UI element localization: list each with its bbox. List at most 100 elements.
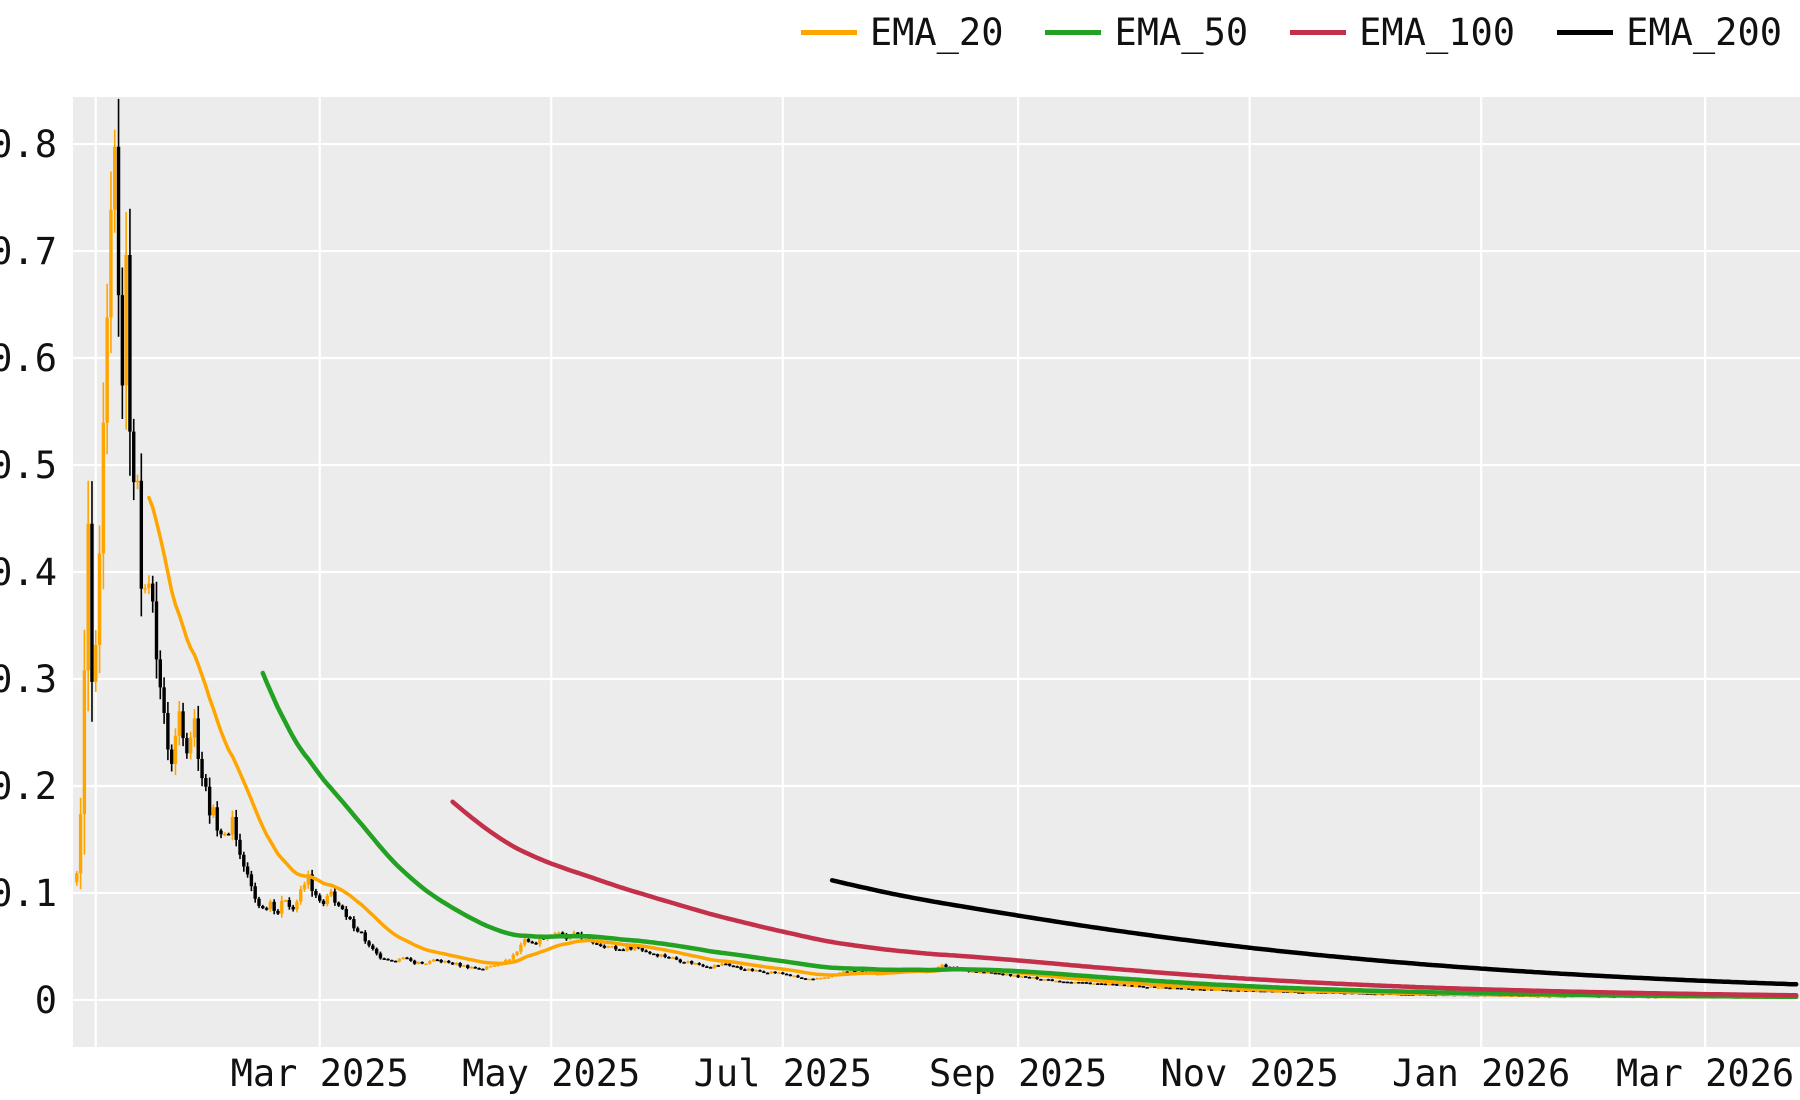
candle bbox=[796, 975, 800, 978]
candle bbox=[439, 959, 443, 963]
ema-line-ema_50 bbox=[260, 670, 1799, 1000]
candle bbox=[291, 906, 295, 910]
candle bbox=[181, 711, 185, 739]
candle bbox=[1221, 989, 1225, 991]
candle bbox=[522, 939, 527, 945]
candle bbox=[997, 972, 1001, 975]
candle bbox=[1141, 986, 1146, 988]
candle bbox=[1187, 988, 1191, 990]
candle bbox=[1244, 990, 1248, 992]
candle bbox=[204, 778, 208, 787]
candle bbox=[257, 898, 261, 907]
candle bbox=[447, 960, 451, 963]
candle bbox=[1198, 988, 1202, 991]
candle bbox=[458, 963, 462, 967]
candle bbox=[1179, 988, 1184, 990]
legend-item-ema_100: EMA_100 bbox=[1290, 14, 1515, 51]
y-tick-label: 0.6 bbox=[0, 337, 57, 380]
candle bbox=[1232, 990, 1237, 992]
candle bbox=[352, 919, 356, 929]
candle bbox=[310, 874, 314, 892]
candle bbox=[101, 422, 106, 554]
candle bbox=[1168, 987, 1172, 990]
candle bbox=[1122, 984, 1127, 987]
candle bbox=[1008, 973, 1013, 976]
candle bbox=[139, 480, 144, 589]
candle bbox=[743, 969, 747, 971]
candle bbox=[1031, 977, 1035, 979]
candle bbox=[1213, 989, 1218, 991]
candle bbox=[663, 954, 667, 957]
candle bbox=[1042, 979, 1047, 981]
candle bbox=[348, 916, 352, 920]
candle bbox=[428, 961, 432, 964]
candle bbox=[1206, 989, 1210, 991]
candle bbox=[412, 960, 417, 964]
candle bbox=[1092, 983, 1096, 985]
candle bbox=[82, 670, 87, 815]
candle bbox=[944, 964, 948, 967]
candle bbox=[158, 659, 162, 688]
candle bbox=[336, 902, 341, 906]
candle bbox=[1137, 985, 1142, 988]
candle bbox=[595, 943, 599, 945]
candle bbox=[659, 954, 664, 957]
candle bbox=[667, 956, 671, 959]
candle bbox=[321, 900, 326, 905]
candle bbox=[154, 601, 159, 660]
candle bbox=[196, 718, 200, 759]
candle bbox=[469, 966, 474, 969]
candle bbox=[1016, 975, 1020, 978]
candle bbox=[287, 900, 292, 907]
candle bbox=[1304, 992, 1309, 994]
candle bbox=[207, 786, 212, 816]
candle bbox=[94, 644, 98, 682]
candle bbox=[614, 946, 618, 950]
candle bbox=[1058, 980, 1062, 983]
candle bbox=[1130, 985, 1134, 987]
x-tick-label: Sep 2025 bbox=[929, 1052, 1107, 1095]
candle bbox=[276, 910, 280, 914]
candle bbox=[519, 944, 523, 952]
candle bbox=[1099, 983, 1104, 985]
candle bbox=[716, 965, 720, 967]
legend-label: EMA_100 bbox=[1359, 10, 1516, 54]
candle bbox=[1183, 988, 1187, 990]
candle bbox=[1069, 982, 1073, 984]
candle bbox=[1145, 987, 1149, 989]
candle bbox=[75, 873, 79, 883]
candle bbox=[242, 854, 246, 867]
candle bbox=[280, 900, 284, 914]
candle bbox=[731, 965, 736, 968]
candle bbox=[238, 839, 242, 855]
candle bbox=[1096, 983, 1100, 985]
candle bbox=[640, 948, 645, 951]
candle bbox=[435, 959, 440, 962]
candle bbox=[249, 874, 254, 887]
candle bbox=[1255, 990, 1259, 993]
candle bbox=[450, 962, 455, 965]
candle bbox=[553, 933, 557, 935]
candle bbox=[819, 977, 823, 980]
candle bbox=[116, 146, 121, 296]
candle bbox=[211, 807, 216, 816]
candle bbox=[1156, 987, 1161, 990]
legend-label: EMA_200 bbox=[1626, 10, 1782, 54]
candle bbox=[1020, 976, 1024, 978]
candle bbox=[143, 588, 147, 590]
candle bbox=[359, 931, 364, 934]
candle bbox=[302, 884, 307, 890]
legend-line-swatch bbox=[1557, 29, 1614, 35]
candle bbox=[371, 945, 375, 949]
candle bbox=[466, 965, 470, 968]
candle bbox=[1297, 992, 1301, 994]
candle bbox=[173, 735, 178, 764]
candle bbox=[811, 978, 815, 981]
candle bbox=[166, 712, 170, 750]
ema-line-ema_200 bbox=[829, 878, 1799, 987]
candle bbox=[989, 972, 994, 974]
candle bbox=[1217, 989, 1221, 991]
candle bbox=[120, 295, 125, 386]
candle bbox=[515, 951, 519, 955]
gridlines bbox=[73, 97, 1800, 1047]
